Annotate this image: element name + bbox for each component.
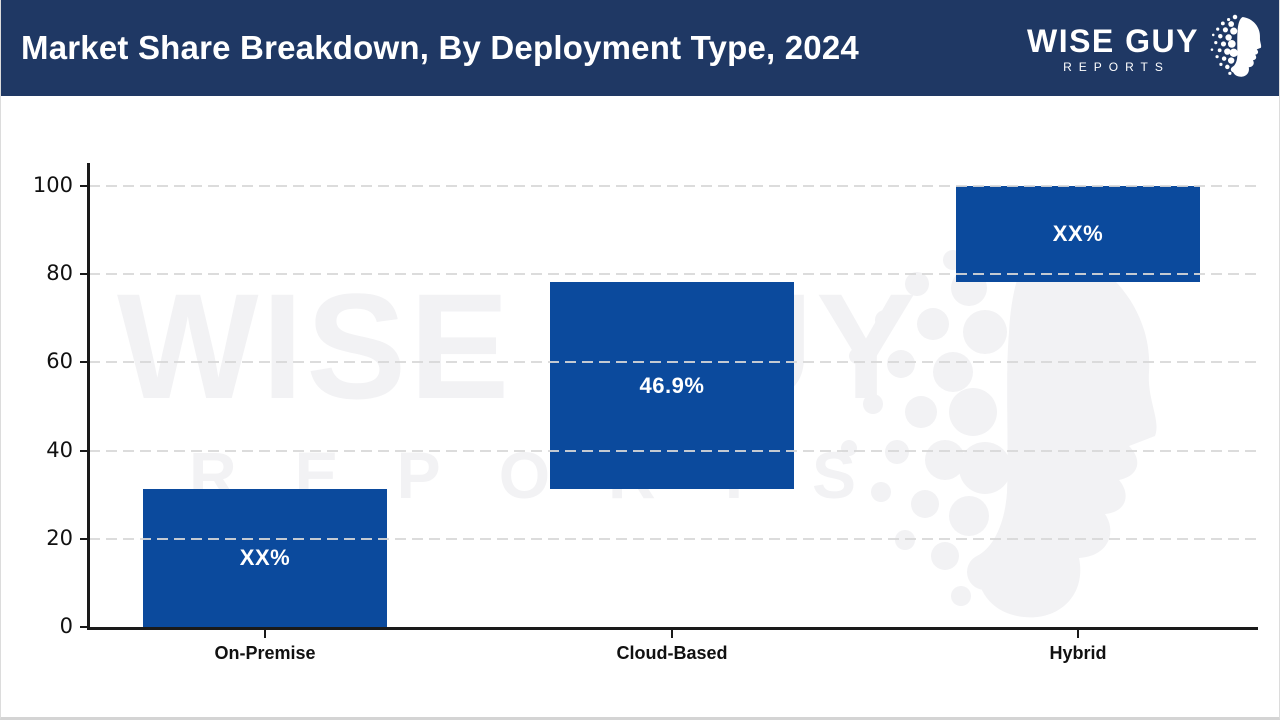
y-tick-mark-80 xyxy=(80,273,89,276)
watermark-face-icon xyxy=(793,220,1193,668)
bar-value-label: 46.9% xyxy=(639,372,705,398)
wiseguy-logo: WISE GUY REPORTS xyxy=(1027,8,1267,90)
y-tick-mark-20 xyxy=(80,537,89,540)
gridline-40 xyxy=(89,449,1258,452)
face-logo-icon xyxy=(1203,12,1267,86)
gridline-20 xyxy=(89,537,1258,540)
bar-value-label: XX% xyxy=(1052,221,1104,247)
gridline-60 xyxy=(89,361,1258,364)
x-tick-mark-0 xyxy=(264,630,266,638)
bar-Cloud-Based: 46.9% xyxy=(550,282,794,489)
y-tick-mark-0 xyxy=(80,626,89,628)
x-tick-mark-1 xyxy=(671,630,673,638)
y-tick-label-40: 40 xyxy=(46,437,73,462)
chart-area: WISE GUY REPORTS 020406080100XX%46.9%XX%… xyxy=(1,96,1279,717)
y-tick-mark-100 xyxy=(80,185,89,187)
y-axis-line xyxy=(87,163,90,630)
logo-wordmark: WISE GUY xyxy=(1026,23,1199,59)
x-tick-mark-2 xyxy=(1077,630,1079,638)
logo-subtitle: REPORTS xyxy=(1063,60,1170,74)
x-tick-label-2: Hybrid xyxy=(1049,643,1107,663)
x-axis-line xyxy=(87,627,1258,630)
y-tick-label-80: 80 xyxy=(46,261,73,286)
y-tick-label-20: 20 xyxy=(46,525,73,550)
chart-title: Market Share Breakdown, By Deployment Ty… xyxy=(21,29,859,66)
gridline-100 xyxy=(89,185,1258,187)
y-tick-label-60: 60 xyxy=(46,349,73,374)
bar-value-label: XX% xyxy=(239,544,291,570)
bar-Hybrid: XX% xyxy=(956,186,1200,283)
gridline-80 xyxy=(89,273,1258,276)
y-tick-mark-60 xyxy=(80,361,89,364)
y-tick-label-0: 0 xyxy=(59,614,73,638)
x-tick-label-0: On-Premise xyxy=(214,643,316,663)
y-tick-mark-40 xyxy=(80,449,89,452)
header-bar: Market Share Breakdown, By Deployment Ty… xyxy=(1,0,1279,96)
y-tick-label-100: 100 xyxy=(32,173,73,197)
bar-On-Premise: XX% xyxy=(143,488,387,627)
logo-text: WISE GUY REPORTS xyxy=(1027,25,1199,73)
x-tick-label-1: Cloud-Based xyxy=(616,643,728,663)
